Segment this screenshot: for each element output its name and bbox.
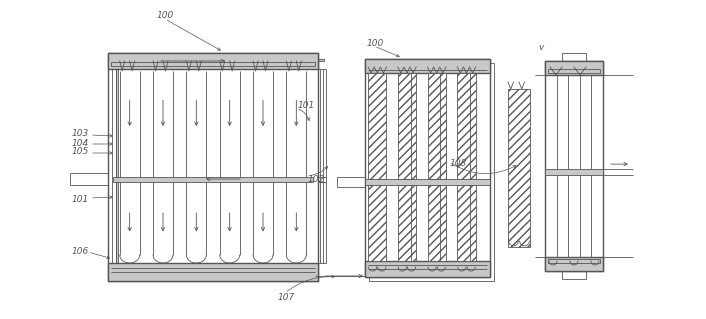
Bar bbox=[368, 73, 386, 180]
Text: 102: 102 bbox=[308, 174, 325, 183]
Bar bbox=[116, 53, 118, 281]
Text: v: v bbox=[538, 42, 544, 51]
Bar bbox=[116, 59, 324, 61]
Bar bbox=[368, 185, 386, 261]
Bar bbox=[365, 59, 490, 73]
Text: 100: 100 bbox=[367, 39, 384, 48]
Bar bbox=[108, 263, 318, 281]
Text: 104: 104 bbox=[72, 138, 89, 147]
Bar bbox=[113, 176, 313, 182]
Text: 101: 101 bbox=[72, 195, 89, 204]
Bar bbox=[563, 271, 585, 279]
Text: 106: 106 bbox=[72, 247, 89, 256]
Bar bbox=[112, 53, 318, 277]
Bar bbox=[428, 73, 446, 180]
Bar bbox=[457, 185, 476, 261]
Bar bbox=[108, 53, 318, 69]
Text: 108: 108 bbox=[450, 160, 467, 168]
Bar bbox=[108, 53, 318, 281]
Bar bbox=[116, 53, 318, 273]
Bar bbox=[457, 73, 476, 180]
Bar bbox=[545, 61, 603, 75]
Bar bbox=[369, 63, 494, 281]
Bar bbox=[428, 185, 446, 261]
Bar bbox=[545, 169, 603, 175]
Text: 107: 107 bbox=[278, 293, 295, 301]
Text: 105: 105 bbox=[72, 147, 89, 157]
Bar bbox=[365, 261, 490, 277]
Text: 100: 100 bbox=[157, 11, 174, 20]
Bar bbox=[563, 53, 585, 61]
Bar bbox=[548, 69, 600, 73]
Bar bbox=[70, 173, 108, 185]
Bar bbox=[337, 177, 365, 188]
Bar bbox=[365, 180, 490, 185]
Bar bbox=[397, 73, 417, 180]
Bar bbox=[397, 185, 417, 261]
Bar bbox=[548, 259, 600, 263]
Bar bbox=[545, 61, 603, 271]
Text: 103: 103 bbox=[72, 130, 89, 138]
Bar bbox=[111, 62, 315, 66]
Bar bbox=[545, 257, 603, 271]
Text: 101: 101 bbox=[298, 101, 316, 110]
Bar bbox=[365, 59, 490, 277]
Bar bbox=[508, 89, 530, 247]
